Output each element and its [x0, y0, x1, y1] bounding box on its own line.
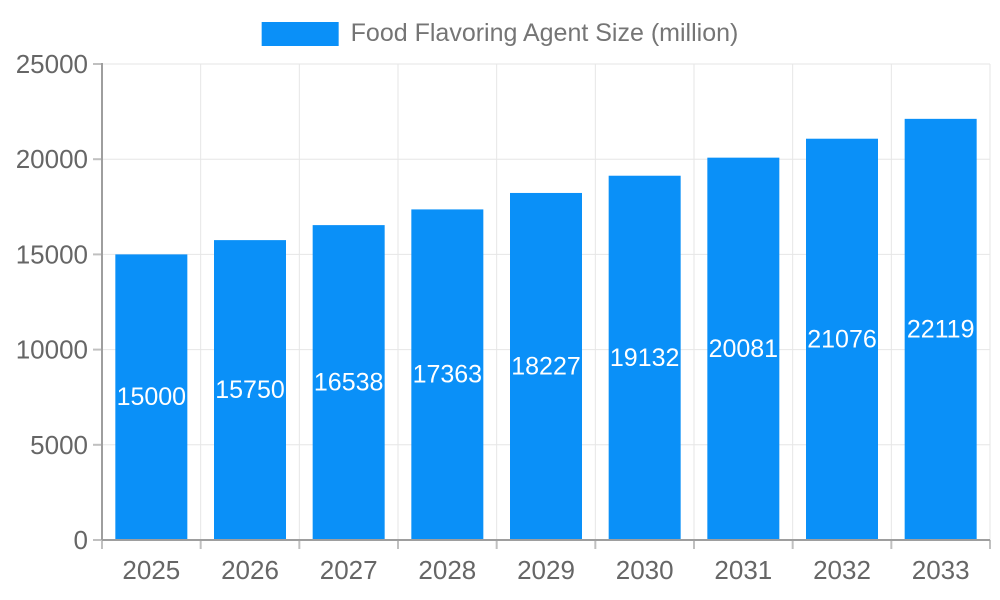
bar[interactable] — [411, 209, 484, 540]
y-tick-label: 20000 — [16, 144, 88, 174]
x-tick-label: 2033 — [912, 555, 970, 585]
bar-value-label: 15750 — [215, 376, 285, 404]
bar-value-label: 22119 — [907, 315, 975, 343]
x-tick-label: 2030 — [616, 555, 674, 585]
bar[interactable] — [806, 138, 878, 541]
bar[interactable] — [904, 118, 977, 540]
y-tick-label: 10000 — [16, 335, 88, 365]
x-tick-label: 2032 — [813, 555, 871, 585]
bar-value-label: 18227 — [511, 352, 581, 380]
x-tick-label: 2026 — [221, 555, 279, 585]
legend-label: Food Flavoring Agent Size (million) — [350, 19, 739, 47]
y-tick-label: 0 — [74, 525, 88, 555]
bar[interactable] — [115, 254, 188, 540]
bar[interactable] — [510, 192, 582, 540]
legend-item[interactable]: Food Flavoring Agent Size (million) — [261, 19, 739, 48]
bar[interactable] — [312, 225, 385, 540]
y-tick-label: 5000 — [30, 430, 88, 460]
x-tick-label: 2027 — [320, 555, 378, 585]
y-tick-label: 15000 — [16, 239, 88, 269]
bar-value-label: 15000 — [117, 383, 187, 411]
bar[interactable] — [707, 157, 780, 540]
y-tick-label: 25000 — [16, 49, 88, 79]
legend-swatch — [261, 21, 339, 46]
bar-value-label: 20081 — [709, 335, 779, 363]
x-tick-label: 2028 — [418, 555, 476, 585]
bar-value-label: 17363 — [413, 361, 483, 389]
bar-value-label: 21076 — [807, 325, 877, 353]
x-tick-label: 2025 — [122, 555, 180, 585]
bar-value-label: 19132 — [610, 344, 680, 372]
x-tick-label: 2029 — [517, 555, 575, 585]
bar[interactable] — [608, 175, 681, 540]
bar[interactable] — [214, 240, 286, 540]
x-tick-label: 2031 — [714, 555, 772, 585]
bar-value-label: 16538 — [314, 369, 384, 397]
